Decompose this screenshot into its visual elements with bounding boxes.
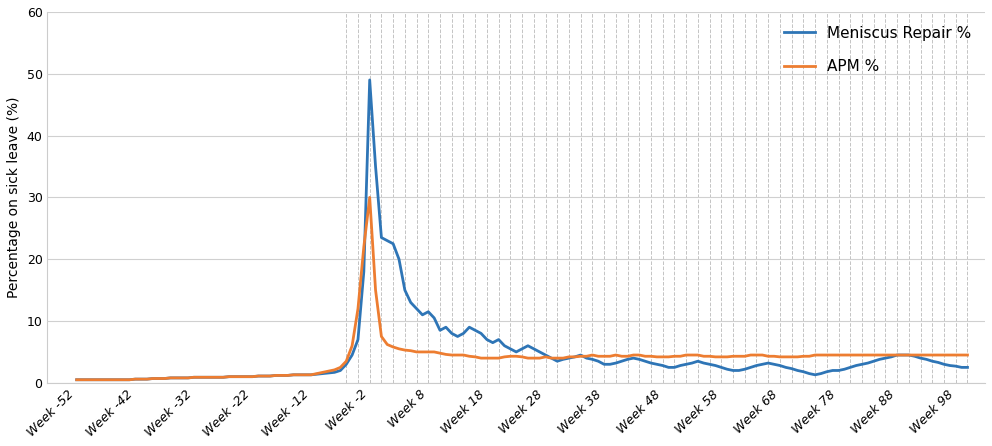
Meniscus Repair %: [129, 376, 141, 382]
APM %: [469, 354, 481, 359]
APM %: [961, 352, 973, 358]
Meniscus Repair %: [703, 362, 715, 367]
Line: APM %: APM %: [76, 198, 967, 380]
APM %: [815, 352, 827, 358]
Line: Meniscus Repair %: Meniscus Repair %: [76, 80, 967, 380]
APM %: [703, 354, 715, 359]
APM %: [129, 376, 141, 382]
Meniscus Repair %: [70, 377, 82, 382]
Meniscus Repair %: [961, 365, 973, 370]
Meniscus Repair %: [187, 375, 199, 380]
APM %: [187, 375, 199, 380]
Meniscus Repair %: [955, 365, 967, 370]
Meniscus Repair %: [469, 328, 481, 333]
APM %: [955, 352, 967, 358]
Y-axis label: Percentage on sick leave (%): Percentage on sick leave (%): [7, 97, 21, 298]
Legend: Meniscus Repair %, APM %: Meniscus Repair %, APM %: [778, 20, 977, 80]
APM %: [364, 195, 376, 200]
Meniscus Repair %: [364, 77, 376, 83]
APM %: [70, 377, 82, 382]
Meniscus Repair %: [815, 371, 827, 376]
